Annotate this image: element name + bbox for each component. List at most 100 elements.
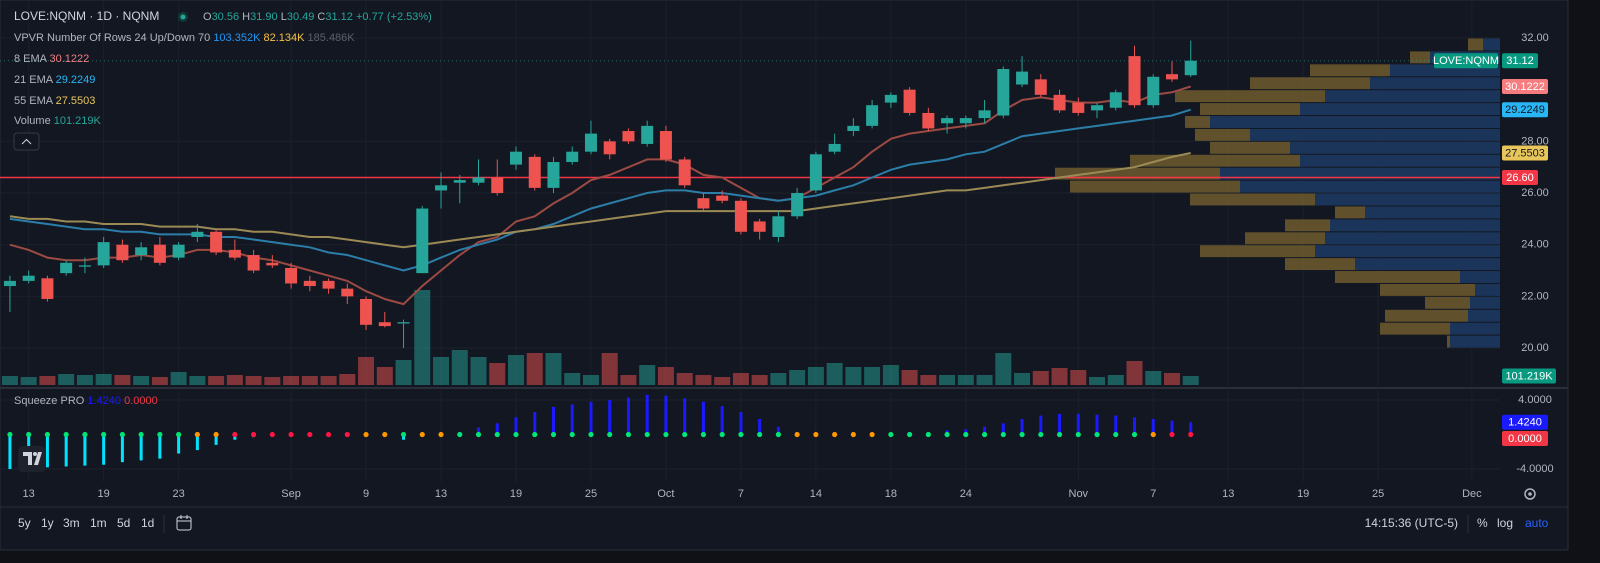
volume-bar [95,374,112,385]
squeeze-dot [1131,431,1138,438]
candle-body [1109,92,1122,108]
vpvr-down [1175,90,1325,103]
volume-bar [789,370,806,385]
date-range-icon[interactable] [176,515,192,531]
candle-body [1128,56,1141,106]
symbol-title: LOVE:NQNM · 1D · NQNM [14,9,159,23]
x-tick-label: Dec [1462,488,1482,500]
volume-bar [1145,371,1162,385]
squeeze-dot [550,431,557,438]
x-tick-label: 19 [98,488,110,500]
squeeze-bar [477,427,481,435]
candle-body [978,110,991,119]
squeeze-dot [176,431,182,438]
candle-body [416,208,429,274]
volume-bar [639,365,656,385]
range-button[interactable]: 1y [41,516,54,530]
ohlc-value: 31.90 [250,11,278,23]
vpvr-down [1335,206,1365,219]
vpvr-up [1475,283,1500,296]
squeeze-bar [64,434,68,467]
candle-body [641,125,654,144]
squeeze-dot [963,431,969,438]
vpvr-up [1355,258,1500,271]
ema-legend: 21 EMA 29.2249 [14,74,95,86]
auto-toggle[interactable]: auto [1525,516,1549,530]
range-button[interactable]: 5d [117,516,130,530]
settings-icon-center [1528,492,1532,496]
squeeze-dot [625,431,632,438]
range-button[interactable]: 1m [90,516,107,530]
candle-body [791,193,804,217]
x-tick-label: 25 [1372,488,1384,500]
collapse-button[interactable] [13,132,40,151]
candle-body [1165,74,1178,80]
candle-body [285,267,298,284]
squeeze-bar [551,406,555,435]
squeeze-bar [177,434,181,454]
candle-body [847,125,860,132]
ohlc-value: 31.12 [325,11,353,23]
candle-body [678,159,691,186]
squeeze-dot [513,431,519,438]
squeeze-dot [644,431,650,438]
vpvr-up [1290,141,1500,154]
volume-bar [995,353,1012,385]
range-button[interactable]: 5y [18,516,31,530]
y-tick-label: 4.0000 [1518,394,1552,406]
tv-logo [18,446,46,472]
squeeze-dot [757,431,763,438]
candle-body [266,262,279,266]
volume-bar [1070,370,1087,385]
vpvr-down [1245,232,1325,245]
status-dot-inner [180,14,186,20]
symbol-tag-bg [1434,53,1498,69]
squeeze-bar [608,400,612,435]
volume-bar [526,353,543,385]
vpvr-down [1185,116,1210,128]
squeeze-dot [7,431,13,438]
candle-body [60,262,73,274]
squeeze-bar [120,434,124,463]
volume-bar [807,367,824,385]
x-tick-label: 25 [585,488,597,500]
candle-body [1147,76,1160,106]
squeeze-dot [82,431,88,438]
squeeze-bar [1151,418,1155,435]
squeeze-bar [1076,413,1080,435]
vpvr-up [1468,309,1500,322]
log-toggle[interactable]: log [1497,516,1513,530]
candle-body [659,131,672,160]
ema-value: 29.2249 [56,74,96,86]
volume-bar [826,363,843,385]
volume-bar [208,376,225,385]
volume-bar [582,375,599,385]
range-button[interactable]: 1d [141,516,154,530]
squeeze-dot [1113,431,1119,438]
volume-tag-bg [1502,368,1556,384]
hline-tag: 26.60 [1506,172,1534,184]
candle-body [135,247,148,256]
y-tick-label: -4.0000 [1516,463,1553,475]
range-button[interactable]: 3m [63,516,80,530]
volume-bar [939,375,956,385]
squeeze-dot [475,431,482,438]
x-tick-label: Nov [1069,488,1089,500]
volume-bar [751,375,768,385]
squeeze-dot [494,431,500,438]
x-tick-label: 24 [960,488,972,500]
x-tick-label: 23 [172,488,184,500]
squeeze-dot [419,431,425,438]
squeeze-dot [101,431,107,438]
vpvr-up [1390,64,1500,77]
candle-body [172,244,185,258]
vpvr-down [1130,154,1300,167]
candle-body [584,133,597,152]
settings-icon[interactable] [1524,488,1536,500]
ema-tag: 30.1222 [1505,81,1545,93]
percent-toggle[interactable]: % [1477,516,1488,530]
ohlc-change: +0.77 (+2.53%) [356,11,432,23]
vpvr-up [1325,232,1500,245]
squeeze-bar [195,434,199,451]
